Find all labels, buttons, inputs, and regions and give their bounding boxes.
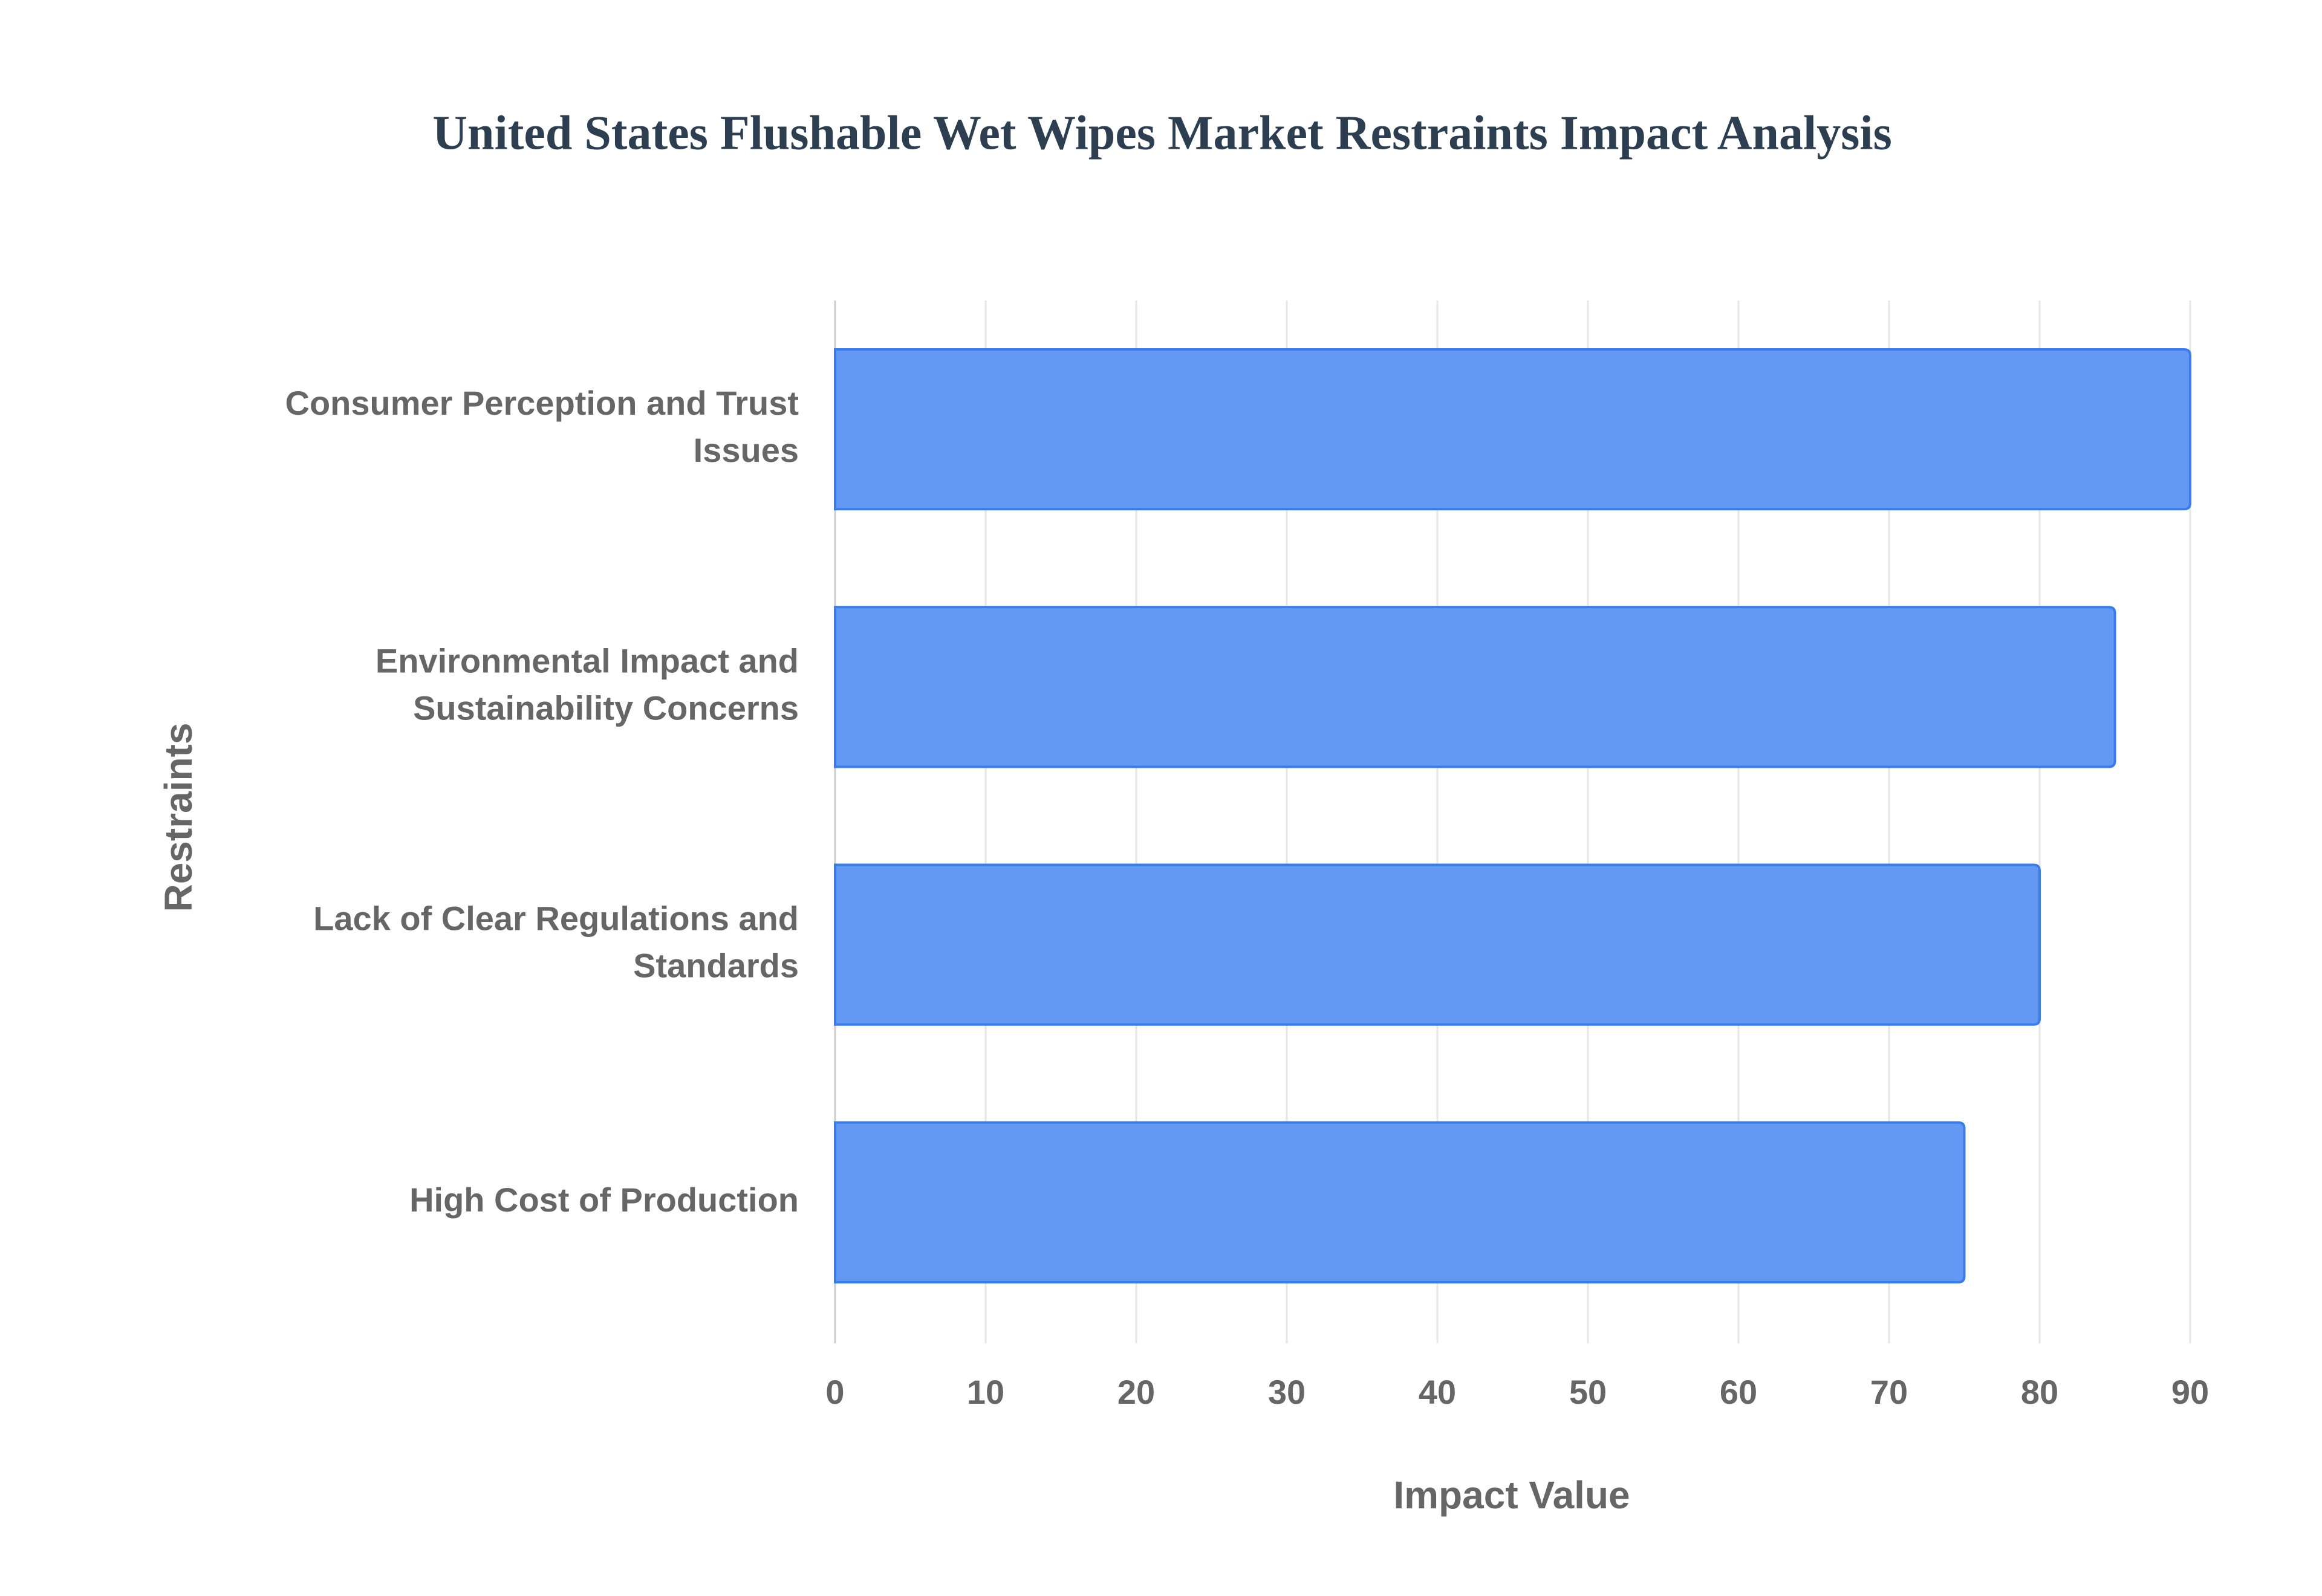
y-tick-label: Lack of Clear Regulations and Standards xyxy=(313,899,799,984)
x-tick-label: 60 xyxy=(1720,1373,1757,1411)
bar xyxy=(834,348,2191,511)
x-tick-label: 90 xyxy=(2171,1373,2209,1411)
y-tick-label: Consumer Perception and Trust Issues xyxy=(285,384,799,469)
x-tick-label: 0 xyxy=(825,1373,844,1411)
x-tick-label: 30 xyxy=(1268,1373,1306,1411)
x-tick-label: 50 xyxy=(1569,1373,1607,1411)
x-tick-label: 70 xyxy=(1870,1373,1908,1411)
y-tick-label: High Cost of Production xyxy=(409,1181,799,1219)
y-tick-label: Environmental Impact and Sustainability C… xyxy=(376,641,799,727)
y-axis-title: Restraints xyxy=(157,723,200,912)
bar xyxy=(834,1121,1966,1284)
x-tick-label: 80 xyxy=(2021,1373,2058,1411)
bar xyxy=(834,606,2116,768)
x-tick-label: 10 xyxy=(967,1373,1004,1411)
bar xyxy=(834,863,2041,1026)
x-tick-label: 20 xyxy=(1117,1373,1155,1411)
chart-title: United States Flushable Wet Wipes Market… xyxy=(432,106,1891,160)
x-tick-label: 40 xyxy=(1419,1373,1456,1411)
x-axis-title: Impact Value xyxy=(1393,1473,1630,1517)
